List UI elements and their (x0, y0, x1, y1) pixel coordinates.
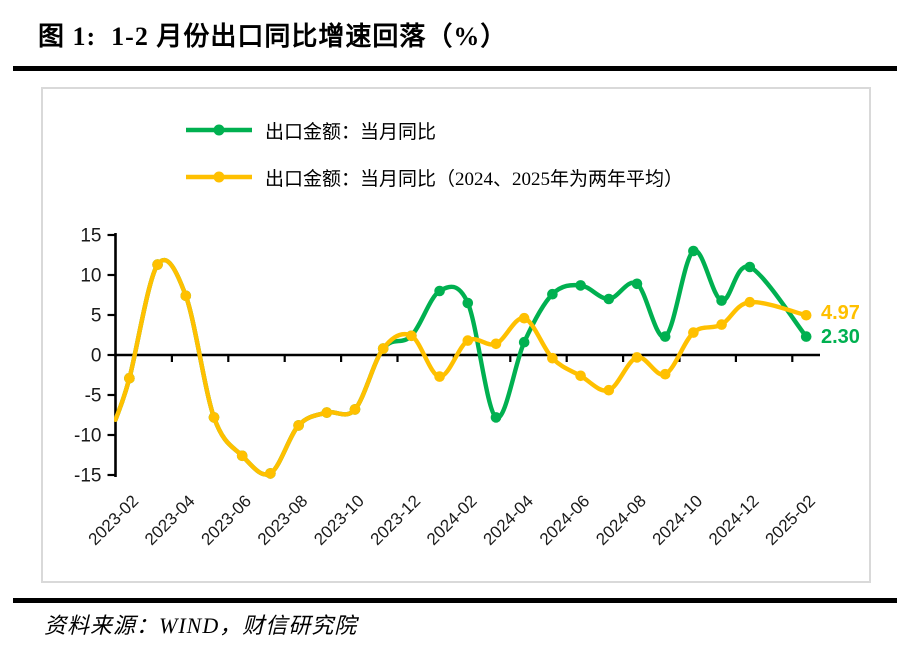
end-value-label-green: 2.30 (821, 326, 860, 348)
svg-text:-15: -15 (74, 466, 101, 487)
svg-text:-5: -5 (85, 386, 102, 407)
svg-text:2023-08: 2023-08 (254, 491, 312, 549)
svg-text:2023-06: 2023-06 (197, 491, 255, 549)
svg-text:2024-10: 2024-10 (649, 491, 707, 549)
svg-text:10: 10 (80, 266, 101, 287)
svg-text:2023-04: 2023-04 (141, 491, 199, 549)
svg-text:2023-10: 2023-10 (310, 491, 368, 549)
svg-text:2024-02: 2024-02 (423, 491, 481, 549)
gold-line-marker-swatch (186, 171, 252, 183)
svg-text:0: 0 (91, 346, 102, 367)
legend-label-two-year-average: 出口金额：当月同比（2024、2025年为两年平均） (265, 168, 684, 190)
svg-text:2024-08: 2024-08 (592, 491, 650, 549)
footer-divider-rule (13, 598, 897, 603)
svg-text:2025-02: 2025-02 (761, 491, 819, 549)
green-line-marker-swatch (186, 124, 252, 136)
figure-title: 图 1: 1-2 月份出口同比增速回落（%） (38, 22, 508, 51)
title-divider-rule (13, 66, 897, 71)
legend-label-monthly-yoy: 出口金额：当月同比 (265, 121, 437, 143)
svg-text:-10: -10 (74, 426, 101, 447)
end-value-label-gold: 4.97 (821, 302, 860, 324)
chart-legend: 出口金额：当月同比 出口金额：当月同比（2024、2025年为两年平均） (185, 118, 683, 212)
svg-text:2024-04: 2024-04 (479, 491, 537, 549)
data-source-note: 资料来源：WIND，财信研究院 (44, 613, 358, 638)
legend-item-two-year-average: 出口金额：当月同比（2024、2025年为两年平均） (185, 165, 684, 190)
svg-text:2024-06: 2024-06 (536, 491, 594, 549)
chart-panel (41, 87, 871, 583)
svg-text:2024-12: 2024-12 (705, 491, 763, 549)
svg-text:15: 15 (80, 226, 101, 247)
svg-text:2023-02: 2023-02 (85, 491, 143, 549)
legend-item-monthly-yoy: 出口金额：当月同比 (185, 118, 683, 143)
svg-text:2023-12: 2023-12 (367, 491, 425, 549)
svg-text:5: 5 (91, 306, 102, 327)
